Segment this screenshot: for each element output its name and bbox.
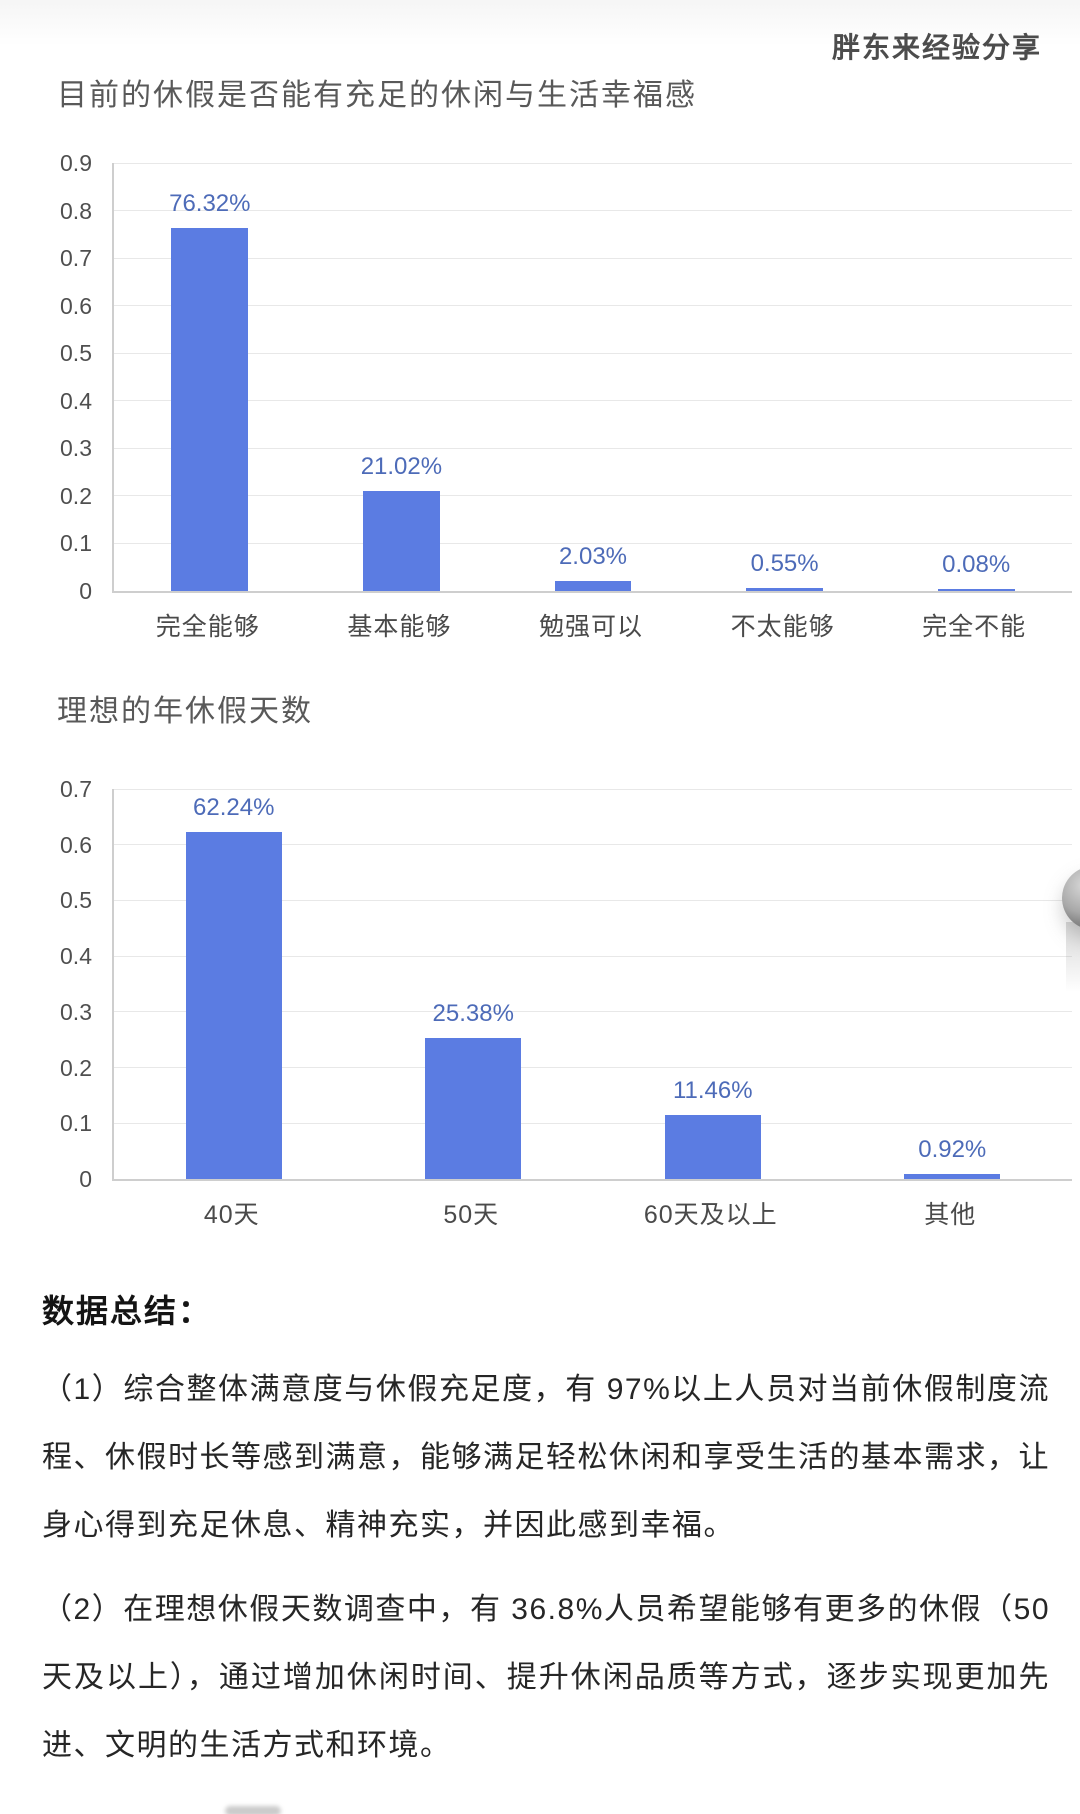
gridline <box>114 899 1072 901</box>
y-tick-label: 0.6 <box>60 831 92 858</box>
gridline <box>114 1067 1072 1069</box>
y-tick-label: 0.4 <box>60 387 92 414</box>
chart2-plot-area: 62.24% 25.38% 11.46% 0.92% <box>112 788 1072 1181</box>
chart1-title: 目前的休假是否能有充足的休闲与生活幸福感 <box>57 79 697 112</box>
cropped-bottom-artifact <box>225 1806 281 1814</box>
x-category-label: 基本能够 <box>347 613 452 641</box>
summary-paragraph-2: （2）在理想休假天数调查中，有 36.8%人员希望能够有更多的休假（50 天及以… <box>42 1593 1050 1762</box>
chart1-y-axis-labels: 0.9 0.8 0.7 0.6 0.5 0.4 0.3 0.2 0.1 0 <box>20 150 100 604</box>
bar-value-label: 62.24% <box>193 794 275 822</box>
x-category-label: 完全不能 <box>922 613 1027 641</box>
chart1-x-axis-labels: 完全能够 基本能够 勉强可以 不太能够 完全不能 <box>112 607 1072 647</box>
bar <box>171 228 249 591</box>
x-category-label: 其他 <box>924 1201 977 1229</box>
bar-value-label: 21.02% <box>360 453 443 481</box>
chart2-x-axis-labels: 40天 50天 60天及以上 其他 <box>112 1195 1072 1235</box>
y-tick-label: 0 <box>79 578 92 604</box>
bar-value-label: 2.03% <box>558 543 628 571</box>
gridline <box>114 305 1072 307</box>
y-tick-label: 0.4 <box>60 943 92 970</box>
y-tick-label: 0.8 <box>60 197 92 224</box>
gridline <box>114 210 1072 212</box>
x-category-label: 40天 <box>203 1201 260 1229</box>
bar <box>554 581 632 591</box>
y-tick-label: 0 <box>79 1166 92 1192</box>
bar <box>664 1115 761 1179</box>
x-category-label: 完全能够 <box>155 613 260 641</box>
y-tick-label: 0.1 <box>60 530 92 557</box>
x-category-label: 50天 <box>443 1201 500 1229</box>
bar <box>425 1037 522 1179</box>
bar-value-label: 76.32% <box>169 190 251 218</box>
bar-value-label: 0.92% <box>918 1135 987 1163</box>
x-category-label: 60天及以上 <box>643 1201 778 1229</box>
bar <box>746 588 823 591</box>
gridline <box>114 788 1072 790</box>
y-tick-label: 0.3 <box>60 998 92 1025</box>
gridline <box>114 352 1072 354</box>
chart2-title: 理想的年休假天数 <box>57 695 313 728</box>
y-tick-label: 0.3 <box>60 435 92 462</box>
gridline <box>114 257 1072 259</box>
chart-ideal-vacation-days: 0.7 0.6 0.5 0.4 0.3 0.2 0.1 0 62.24% 25.38% 11.46… <box>0 776 1080 1239</box>
y-tick-label: 0.6 <box>60 292 92 319</box>
summary-paragraph-1: （1）综合整体满意度与休假充足度，有 97%以上人员对当前休假制度流程、休假时长… <box>42 1373 1050 1542</box>
bar-value-label: 11.46% <box>672 1077 753 1105</box>
gridline <box>114 1011 1072 1013</box>
gridline <box>114 542 1072 544</box>
gridline <box>114 495 1072 497</box>
y-tick-label: 0.9 <box>60 150 92 176</box>
y-tick-label: 0.5 <box>60 887 92 914</box>
summary-heading: 数据总结： <box>42 1293 213 1329</box>
y-tick-label: 0.5 <box>60 340 92 367</box>
y-tick-label: 0.7 <box>60 245 92 272</box>
y-tick-label: 0.1 <box>60 1110 92 1137</box>
chart1-plot-area: 76.32% 21.02% 2.03% 0.55% 0.08% <box>112 162 1072 593</box>
bar-value-label: 25.38% <box>432 999 514 1027</box>
y-tick-label: 0.2 <box>60 1054 92 1081</box>
gridline <box>114 447 1072 449</box>
gridline <box>114 955 1072 957</box>
bar-value-label: 0.08% <box>942 550 1011 578</box>
avatar-shadow <box>1066 922 1080 992</box>
watermark-text: 胖东来经验分享 <box>831 32 1042 63</box>
bar <box>937 588 1015 591</box>
gridline <box>114 1122 1072 1124</box>
bar <box>363 491 440 591</box>
x-category-label: 勉强可以 <box>538 613 643 641</box>
bar <box>904 1173 1001 1179</box>
y-tick-label: 0.2 <box>60 482 92 509</box>
photo-edge-shade <box>0 0 1080 46</box>
bar <box>185 832 282 1179</box>
gridline <box>114 162 1072 164</box>
gridline <box>114 844 1072 846</box>
gridline <box>114 400 1072 402</box>
y-tick-label: 0.7 <box>60 776 92 802</box>
chart2-y-axis-labels: 0.7 0.6 0.5 0.4 0.3 0.2 0.1 0 <box>20 776 100 1192</box>
bar-value-label: 0.55% <box>750 550 819 578</box>
cropped-avatar-image <box>1062 866 1080 930</box>
chart-holiday-satisfaction: 0.9 0.8 0.7 0.6 0.5 0.4 0.3 0.2 0.1 0 76.32% 21.02… <box>0 150 1080 643</box>
x-category-label: 不太能够 <box>730 613 835 641</box>
